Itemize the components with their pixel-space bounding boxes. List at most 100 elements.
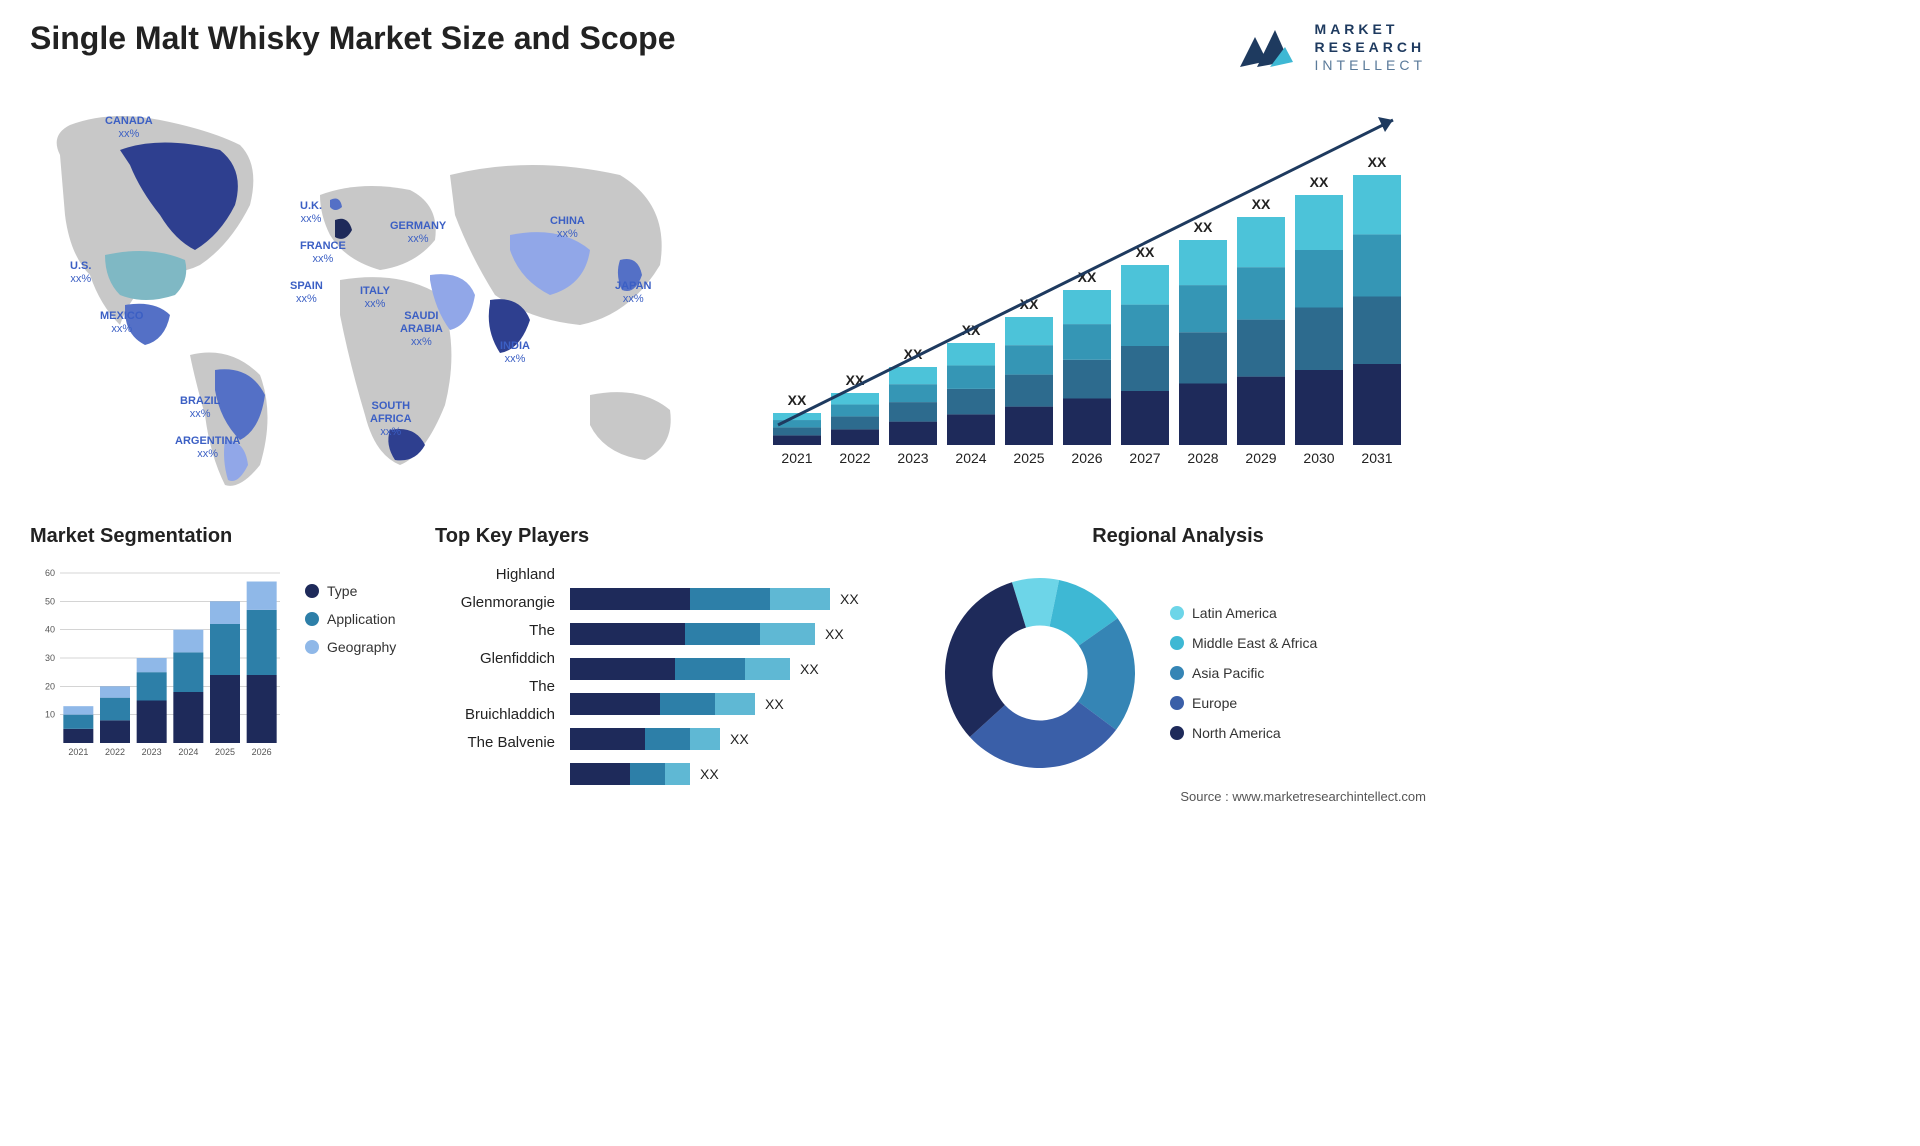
forecast-bar-seg xyxy=(1353,234,1401,296)
segmentation-panel: Market Segmentation 102030405060 2021202… xyxy=(30,525,410,785)
player-value: XX xyxy=(825,626,844,642)
forecast-year-label: 2024 xyxy=(955,450,986,466)
player-name: The Balvenie xyxy=(435,731,555,755)
player-bar-seg xyxy=(745,658,790,680)
player-bar-seg xyxy=(570,693,660,715)
player-name: Glenmorangie xyxy=(435,591,555,615)
seg-bar xyxy=(137,700,167,743)
player-name: Glenfiddich xyxy=(435,647,555,671)
svg-text:2021: 2021 xyxy=(68,747,88,757)
player-bar-seg xyxy=(660,693,715,715)
seg-bar xyxy=(63,706,93,715)
map-label-mexico: MEXICOxx% xyxy=(100,310,143,336)
forecast-chart: XX2021XX2022XX2023XX2024XX2025XX2026XX20… xyxy=(760,95,1426,495)
player-bar-seg xyxy=(770,588,830,610)
forecast-year-label: 2022 xyxy=(839,450,870,466)
seg-bar xyxy=(100,686,130,697)
map-label-brazil: BRAZILxx% xyxy=(180,395,220,421)
player-bar xyxy=(570,728,720,750)
map-label-spain: SPAINxx% xyxy=(290,280,323,306)
forecast-bar-seg xyxy=(773,435,821,445)
player-bar xyxy=(570,658,790,680)
seg-bar xyxy=(247,581,277,609)
map-label-us: U.S.xx% xyxy=(70,260,91,286)
page-title: Single Malt Whisky Market Size and Scope xyxy=(30,20,676,57)
map-label-japan: JAPANxx% xyxy=(615,280,651,306)
forecast-bar-label: XX xyxy=(1310,174,1329,190)
player-bar-seg xyxy=(760,623,815,645)
donut-svg xyxy=(930,563,1150,783)
svg-text:2022: 2022 xyxy=(105,747,125,757)
legend-label: North America xyxy=(1192,725,1281,741)
seg-bar xyxy=(173,692,203,743)
logo-line1: MARKET xyxy=(1315,20,1426,38)
source-text: Source : www.marketresearchintellect.com xyxy=(1180,789,1426,804)
seg-legend-item: Type xyxy=(305,583,396,599)
seg-bar xyxy=(137,672,167,700)
forecast-bar-seg xyxy=(889,402,937,422)
player-bar-row: XX xyxy=(570,623,905,645)
regional-legend-item: Europe xyxy=(1170,695,1317,711)
seg-bar xyxy=(137,658,167,672)
forecast-bar-seg xyxy=(1121,391,1169,445)
forecast-bar-seg xyxy=(1063,290,1111,324)
forecast-bar-seg xyxy=(947,365,995,388)
forecast-bar-seg xyxy=(889,367,937,384)
forecast-bar-seg xyxy=(1353,364,1401,445)
player-bar-seg xyxy=(570,658,675,680)
forecast-bar-seg xyxy=(1295,195,1343,250)
world-map: CANADAxx%U.S.xx%MEXICOxx%BRAZILxx%ARGENT… xyxy=(30,95,730,495)
legend-swatch xyxy=(305,640,319,654)
legend-label: Asia Pacific xyxy=(1192,665,1264,681)
svg-text:40: 40 xyxy=(45,624,55,634)
forecast-year-label: 2029 xyxy=(1245,450,1276,466)
forecast-bar-seg xyxy=(1237,376,1285,444)
forecast-bar-label: XX xyxy=(1368,154,1387,170)
player-bar-seg xyxy=(570,588,690,610)
seg-bar xyxy=(210,624,240,675)
forecast-bar-seg xyxy=(831,429,879,445)
forecast-bar-seg xyxy=(889,384,937,402)
logo-mark xyxy=(1235,22,1305,72)
regional-legend-item: Latin America xyxy=(1170,605,1317,621)
forecast-bar-seg xyxy=(889,421,937,444)
legend-swatch xyxy=(1170,636,1184,650)
legend-label: Middle East & Africa xyxy=(1192,635,1317,651)
legend-label: Application xyxy=(327,611,396,627)
player-bar xyxy=(570,693,755,715)
logo-line3: INTELLECT xyxy=(1315,56,1426,74)
svg-text:2025: 2025 xyxy=(215,747,235,757)
regional-panel: Regional Analysis Latin AmericaMiddle Ea… xyxy=(930,525,1426,785)
svg-text:60: 60 xyxy=(45,568,55,578)
seg-bar xyxy=(100,697,130,720)
forecast-bar-seg xyxy=(1295,307,1343,370)
forecast-bar-seg xyxy=(1121,346,1169,391)
forecast-bar-label: XX xyxy=(788,392,807,408)
forecast-svg: XX2021XX2022XX2023XX2024XX2025XX2026XX20… xyxy=(760,95,1426,495)
player-bar-row: XX xyxy=(570,763,905,785)
forecast-bar-seg xyxy=(831,416,879,429)
player-bar-row: XX xyxy=(570,588,905,610)
map-label-france: FRANCExx% xyxy=(300,240,346,266)
seg-bar xyxy=(247,609,277,674)
forecast-bar-label: XX xyxy=(1194,219,1213,235)
forecast-bar-seg xyxy=(773,427,821,435)
forecast-bar-seg xyxy=(1005,374,1053,406)
player-value: XX xyxy=(765,696,784,712)
map-label-saudiarabia: SAUDIARABIAxx% xyxy=(400,310,443,350)
seg-bar xyxy=(210,601,240,624)
map-label-argentina: ARGENTINAxx% xyxy=(175,435,240,461)
forecast-bar-seg xyxy=(1353,296,1401,364)
forecast-bar-seg xyxy=(947,414,995,445)
player-bar-seg xyxy=(675,658,745,680)
player-value: XX xyxy=(840,591,859,607)
forecast-bar-seg xyxy=(1121,304,1169,345)
players-bars: XXXXXXXXXXXX xyxy=(570,563,905,785)
regional-legend-item: North America xyxy=(1170,725,1317,741)
player-name: The xyxy=(435,619,555,643)
player-bar-seg xyxy=(685,623,760,645)
svg-text:30: 30 xyxy=(45,653,55,663)
svg-text:2024: 2024 xyxy=(178,747,198,757)
logo: MARKET RESEARCH INTELLECT xyxy=(1235,20,1426,75)
forecast-bar-seg xyxy=(1063,359,1111,398)
